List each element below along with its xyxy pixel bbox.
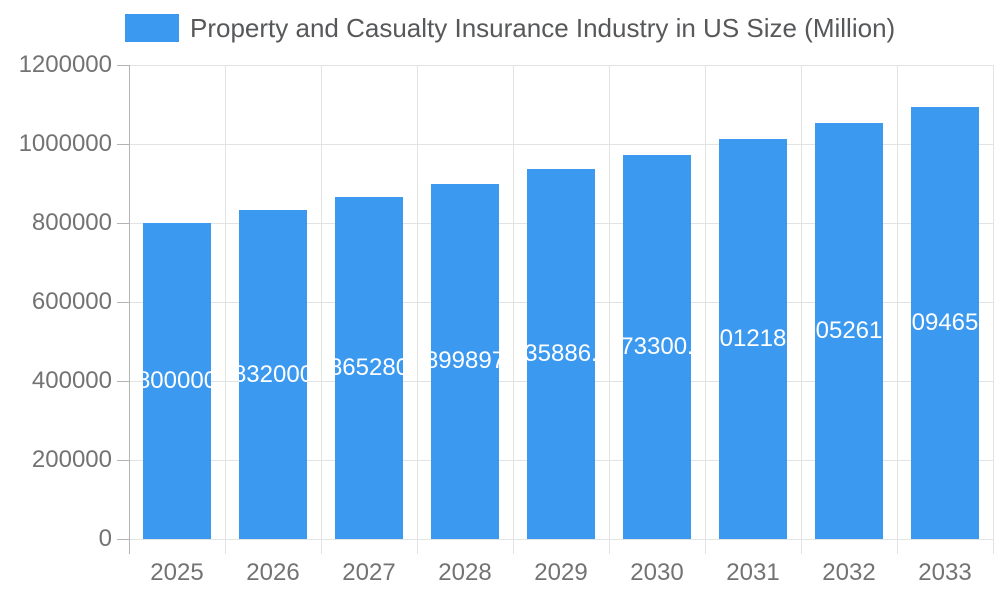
y-axis-label: 1000000: [18, 130, 112, 157]
bar-value-label: 1094656: [911, 308, 979, 336]
x-axis-label: 2027: [342, 559, 396, 586]
x-axis-label: 2028: [438, 559, 492, 586]
bar-value-label: 973300.6: [623, 332, 691, 360]
x-axis-label: 2026: [246, 559, 300, 586]
bar[interactable]: 1012186: [719, 139, 787, 539]
y-axis-label: 200000: [31, 446, 112, 473]
bar-value-label: 899897: [431, 347, 499, 375]
bar-value-label: 800000: [143, 367, 211, 394]
y-axis-tick: [117, 381, 129, 382]
gridline-vertical: [705, 65, 706, 554]
x-axis-label: 2029: [534, 559, 588, 586]
gridline-horizontal: [129, 65, 993, 66]
y-axis-line: [129, 65, 130, 554]
gridline-vertical: [321, 65, 322, 554]
gridline-vertical: [225, 65, 226, 554]
y-axis-tick: [117, 539, 129, 540]
gridline-horizontal: [129, 144, 993, 145]
gridline-vertical: [609, 65, 610, 554]
bar[interactable]: 865280: [335, 197, 403, 539]
x-axis-label: 2025: [150, 559, 204, 586]
bar-value-label: 865280: [335, 354, 403, 382]
gridline-horizontal: [129, 539, 993, 540]
gridline-vertical: [993, 65, 994, 554]
y-axis-tick: [117, 65, 129, 66]
legend-swatch: [125, 14, 179, 42]
y-axis-label: 0: [98, 525, 112, 552]
gridline-vertical: [417, 65, 418, 554]
y-axis-tick: [117, 302, 129, 303]
gridline-vertical: [801, 65, 802, 554]
bar[interactable]: 935886.8: [527, 169, 595, 539]
bar-value-label: 832000: [239, 360, 307, 388]
x-axis-label: 2032: [822, 559, 876, 586]
y-axis-tick: [117, 223, 129, 224]
bar[interactable]: 800000: [143, 223, 211, 539]
bar[interactable]: 899897: [431, 183, 499, 539]
bar-value-label: 1052613: [815, 317, 883, 345]
x-axis-label: 2031: [726, 559, 780, 586]
bar[interactable]: 1094656: [911, 106, 979, 539]
bar[interactable]: 973300.6: [623, 154, 691, 539]
y-axis-label: 400000: [31, 367, 112, 394]
y-axis-tick: [117, 144, 129, 145]
y-axis-tick: [117, 460, 129, 461]
chart-title: Property and Casualty Insurance Industry…: [190, 13, 896, 43]
bar[interactable]: 832000: [239, 210, 307, 539]
bar-value-label: 935886.8: [527, 340, 595, 368]
bar[interactable]: 1052613: [815, 123, 883, 539]
y-axis-label: 600000: [31, 288, 112, 315]
bar-value-label: 1012186: [719, 325, 787, 353]
x-axis-label: 2030: [630, 559, 684, 586]
gridline-vertical: [513, 65, 514, 554]
y-axis-label: 800000: [31, 209, 112, 236]
gridline-vertical: [897, 65, 898, 554]
y-axis-label: 1200000: [18, 51, 112, 78]
x-axis-label: 2033: [918, 559, 972, 586]
